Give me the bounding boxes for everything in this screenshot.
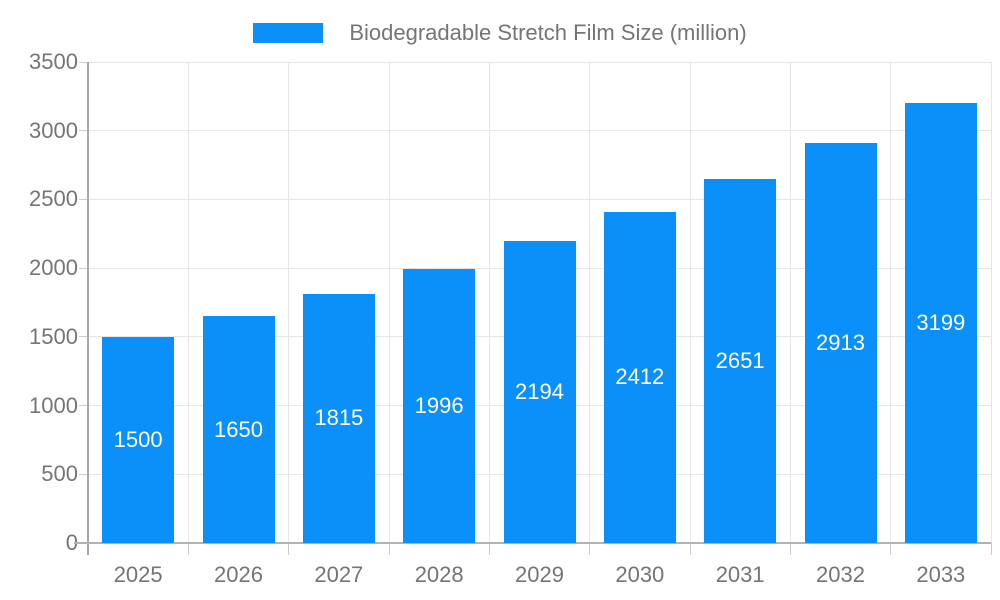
bar-value-label: 1996 — [414, 392, 464, 418]
y-tick-label: 500 — [41, 461, 78, 487]
x-tick-label: 2033 — [916, 562, 966, 587]
x-grid-line — [288, 62, 290, 543]
bar-value-label: 1500 — [113, 426, 163, 452]
x-grid-line — [890, 62, 892, 543]
x-tick-label: 2031 — [715, 562, 765, 587]
x-tick-label: 2027 — [314, 562, 364, 587]
x-tick-label: 2026 — [214, 562, 263, 587]
x-grid-line — [488, 62, 490, 543]
x-tick-label: 2029 — [515, 562, 564, 587]
bar[interactable]: 1815 — [302, 293, 375, 543]
x-tick-label: 2028 — [414, 562, 464, 587]
x-axis-tick — [589, 543, 591, 555]
y-axis-tick — [79, 336, 88, 338]
y-grid-line — [88, 130, 991, 132]
x-axis-tick — [288, 543, 290, 555]
bar-value-label: 1650 — [214, 416, 263, 442]
x-grid-line — [689, 62, 691, 543]
y-grid-line — [88, 198, 991, 200]
bar-value-label: 2412 — [615, 364, 665, 390]
x-axis-tick — [689, 543, 691, 555]
x-tick-label: 2032 — [816, 562, 865, 587]
y-axis-line — [87, 62, 89, 555]
y-tick-label: 3000 — [29, 117, 78, 143]
bar[interactable]: 2913 — [804, 142, 877, 543]
y-tick-label: 2500 — [29, 186, 78, 212]
bar[interactable]: 1996 — [403, 268, 476, 543]
legend-label: Biodegradable Stretch Film Size (million… — [349, 20, 747, 45]
y-axis-tick — [79, 198, 88, 200]
x-tick-label: 2030 — [615, 562, 665, 587]
y-tick-label: 2000 — [29, 255, 78, 281]
legend[interactable]: Biodegradable Stretch Film Size (million… — [0, 17, 1000, 49]
bar[interactable]: 2651 — [704, 178, 777, 543]
y-axis-tick — [79, 405, 88, 407]
bar-value-label: 1815 — [314, 405, 364, 431]
y-axis-tick — [79, 130, 88, 132]
bar-value-label: 2194 — [515, 379, 564, 405]
x-tick-label: 2025 — [113, 562, 163, 587]
x-axis-tick — [187, 543, 189, 555]
bar[interactable]: 2412 — [603, 211, 676, 543]
x-grid-line — [589, 62, 591, 543]
bar[interactable]: 1500 — [102, 336, 175, 543]
x-axis-tick — [789, 543, 791, 555]
y-axis-tick — [79, 267, 88, 269]
x-grid-line — [789, 62, 791, 543]
x-axis-tick — [990, 543, 992, 555]
y-tick-label: 3500 — [29, 49, 78, 74]
legend-swatch — [253, 23, 324, 43]
bar-value-label: 2913 — [816, 329, 865, 355]
y-axis-tick — [79, 473, 88, 475]
y-tick-label: 1000 — [29, 392, 78, 418]
bar-value-label: 3199 — [916, 310, 966, 336]
x-grid-line — [187, 62, 189, 543]
x-grid-line — [990, 62, 992, 543]
x-axis-tick — [890, 543, 892, 555]
x-axis-tick — [388, 543, 390, 555]
bar[interactable]: 3199 — [904, 103, 977, 543]
x-axis-tick — [488, 543, 490, 555]
y-grid-line — [88, 61, 991, 63]
y-axis-tick — [79, 61, 88, 63]
x-grid-line — [388, 62, 390, 543]
y-tick-label: 1500 — [29, 323, 78, 349]
bar[interactable]: 2194 — [503, 241, 576, 543]
x-axis-line — [74, 542, 991, 544]
bar-value-label: 2651 — [715, 347, 765, 373]
bar[interactable]: 1650 — [202, 316, 275, 543]
y-tick-label: 0 — [65, 530, 78, 555]
